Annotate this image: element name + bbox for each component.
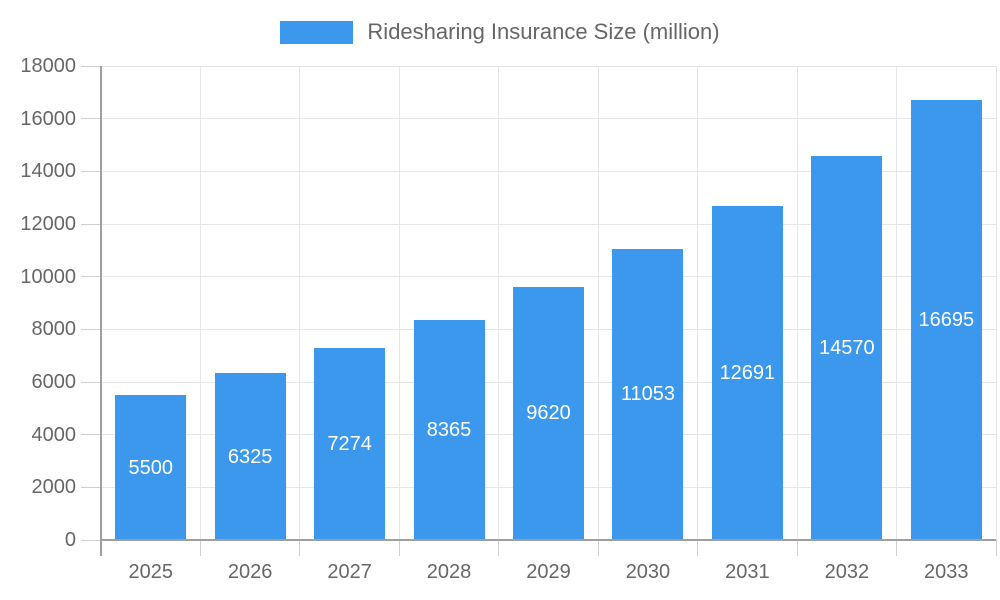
- x-axis-tick: [199, 540, 201, 556]
- x-gridline: [896, 66, 898, 540]
- y-gridline: [101, 276, 996, 278]
- bar: [413, 319, 485, 540]
- bar-value-label: 11053: [620, 383, 675, 406]
- x-axis-tick: [796, 540, 798, 556]
- bar-value-label: 8365: [426, 418, 472, 441]
- x-axis-label: 2027: [327, 561, 372, 583]
- bar-value-label: 7274: [327, 433, 372, 456]
- y-axis-tick: [81, 223, 101, 225]
- y-axis-label: 2000: [31, 476, 77, 499]
- bar: [711, 205, 783, 540]
- y-gridline: [101, 170, 996, 172]
- y-gridline: [101, 118, 996, 120]
- x-gridline: [597, 66, 599, 540]
- y-axis-tick: [81, 381, 101, 383]
- x-axis-tick: [896, 540, 898, 556]
- bar-value-label: 14570: [819, 337, 875, 360]
- y-axis-label: 12000: [20, 213, 76, 235]
- x-gridline: [796, 66, 798, 540]
- bar: [214, 373, 286, 540]
- x-axis-tick: [398, 540, 400, 556]
- y-axis-label: 8000: [31, 318, 77, 341]
- x-gridline: [299, 66, 301, 540]
- y-axis-label: 16000: [20, 107, 76, 130]
- x-axis-tick: [697, 540, 699, 556]
- y-axis-tick: [81, 276, 101, 278]
- y-axis-label: 18000: [20, 55, 76, 77]
- bar: [811, 156, 883, 540]
- bar: [314, 348, 386, 540]
- y-axis-label: 0: [64, 529, 76, 551]
- y-axis-label: 10000: [20, 265, 76, 288]
- bar-value-label: 16695: [918, 309, 975, 332]
- bar: [513, 286, 584, 540]
- y-axis-label: 14000: [20, 160, 76, 183]
- x-axis-label: 2028: [426, 561, 472, 583]
- x-axis-tick: [995, 540, 997, 556]
- legend-label: Ridesharing Insurance Size (million): [367, 19, 720, 44]
- x-axis-tick: [299, 540, 301, 556]
- x-axis-tick: [597, 540, 599, 556]
- y-axis-tick: [81, 486, 101, 488]
- x-axis-label: 2033: [924, 561, 969, 583]
- bar-value-label: 12691: [719, 361, 776, 384]
- x-gridline: [398, 66, 400, 540]
- y-axis-label: 6000: [31, 371, 77, 393]
- y-axis-tick: [81, 539, 101, 541]
- legend: Ridesharing Insurance Size (million): [0, 19, 1000, 45]
- bar: [612, 248, 684, 540]
- x-axis-label: 2025: [128, 561, 173, 583]
- y-axis-tick: [81, 170, 101, 172]
- x-axis-label: 2026: [227, 561, 273, 583]
- y-axis-label: 4000: [31, 423, 77, 446]
- y-axis-tick: [81, 434, 101, 436]
- y-axis-tick: [81, 65, 101, 67]
- x-axis-label: 2030: [625, 561, 671, 583]
- bar: [115, 395, 187, 540]
- x-gridline: [199, 66, 201, 540]
- x-axis-label: 2031: [725, 561, 770, 583]
- bar-value-label: 6325: [227, 445, 273, 468]
- x-gridline: [498, 66, 500, 540]
- x-axis-tick: [498, 540, 500, 556]
- y-axis-tick: [81, 328, 101, 330]
- x-axis-label: 2032: [824, 561, 870, 583]
- bar-value-label: 9620: [526, 402, 571, 425]
- bar-value-label: 5500: [128, 456, 173, 479]
- legend-swatch: [280, 20, 354, 44]
- x-axis-label: 2029: [526, 561, 571, 583]
- x-axis-line: [101, 539, 996, 541]
- x-gridline: [995, 66, 997, 540]
- bar: [910, 100, 982, 540]
- y-axis-line: [100, 66, 102, 556]
- x-gridline: [697, 66, 699, 540]
- y-gridline: [101, 223, 996, 225]
- y-axis-tick: [81, 118, 101, 120]
- y-gridline: [101, 65, 996, 67]
